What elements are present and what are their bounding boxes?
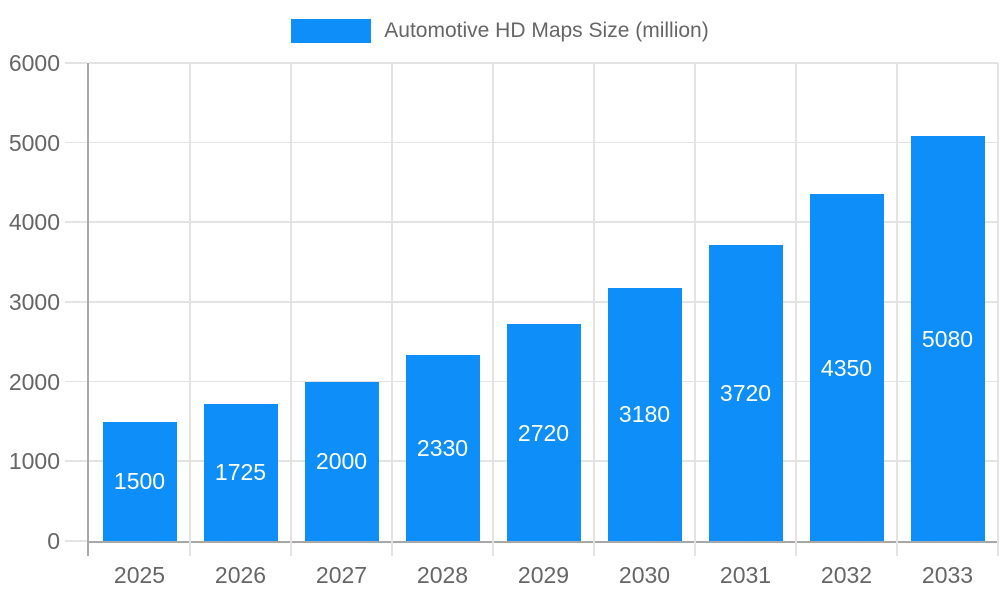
y-tick-mark <box>65 301 87 303</box>
gridline-vertical <box>795 63 797 541</box>
bar-2030[interactable] <box>607 287 682 541</box>
x-tick-mark <box>189 541 191 556</box>
bar-value-label: 4350 <box>820 354 873 381</box>
y-tick-mark <box>65 221 87 223</box>
gridline-vertical <box>391 63 393 541</box>
gridline-vertical <box>694 63 696 541</box>
bar-2025[interactable] <box>102 421 177 541</box>
x-axis-tick-label: 2026 <box>214 562 267 588</box>
x-axis-tick-label: 2025 <box>113 562 166 588</box>
x-axis-tick-label: 2028 <box>416 562 469 588</box>
y-axis-tick-label: 0 <box>47 528 60 554</box>
gridline-vertical <box>896 63 898 541</box>
y-tick-mark <box>65 380 87 383</box>
bar-2026[interactable] <box>203 403 278 541</box>
x-axis-tick-label: 2029 <box>517 562 570 588</box>
y-axis-tick-label: 5000 <box>8 129 60 156</box>
bar-value-label: 3720 <box>719 379 772 406</box>
bar-2033[interactable] <box>910 136 985 541</box>
bar-2028[interactable] <box>405 355 480 541</box>
x-axis-tick-label: 2027 <box>315 562 368 588</box>
x-tick-mark <box>795 541 797 556</box>
bar-value-label: 2000 <box>315 448 368 475</box>
y-axis-tick-label: 3000 <box>8 289 60 315</box>
x-tick-mark <box>391 541 393 556</box>
bar-2029[interactable] <box>506 324 581 541</box>
legend-swatch <box>291 19 372 43</box>
y-tick-mark <box>65 62 87 64</box>
y-axis-tick-label: 6000 <box>8 50 60 76</box>
x-axis-tick-label: 2030 <box>618 562 671 588</box>
gridline-horizontal <box>89 62 998 64</box>
gridline-horizontal <box>89 141 998 144</box>
bar-2027[interactable] <box>304 381 379 541</box>
gridline-horizontal <box>89 221 998 223</box>
legend[interactable]: Automotive HD Maps Size (million) <box>0 18 1000 44</box>
bar-2032[interactable] <box>809 194 884 541</box>
y-axis-tick-label: 1000 <box>8 448 60 475</box>
gridline-vertical <box>997 63 999 541</box>
x-tick-mark <box>896 541 898 556</box>
y-axis-tick-label: 4000 <box>8 209 60 236</box>
bar-value-label: 5080 <box>921 325 974 352</box>
bar-value-label: 3180 <box>618 401 671 428</box>
bar-value-label: 2720 <box>517 419 570 446</box>
gridline-vertical <box>492 63 494 541</box>
x-axis-tick-label: 2031 <box>719 562 772 588</box>
legend-label: Automotive HD Maps Size (million) <box>384 19 709 42</box>
gridline-horizontal <box>89 301 998 303</box>
x-axis-tick-label: 2033 <box>921 562 974 588</box>
y-tick-mark <box>65 540 87 542</box>
x-tick-mark <box>87 541 89 556</box>
x-tick-mark <box>492 541 494 556</box>
x-tick-mark <box>694 541 696 556</box>
x-tick-mark <box>997 541 999 556</box>
plot-area: 0 1000 2000 3000 4000 5000 6000 2025 2026 2027 202… <box>9 50 999 588</box>
x-axis-tick-label: 2032 <box>820 562 873 588</box>
bar-2031[interactable] <box>708 244 783 541</box>
y-tick-mark <box>65 460 87 462</box>
y-tick-mark <box>65 141 87 144</box>
x-tick-mark <box>593 541 595 556</box>
bar-value-label: 1725 <box>214 459 267 486</box>
y-axis-tick-label: 2000 <box>8 368 60 395</box>
bar-value-label: 1500 <box>113 468 166 495</box>
gridline-vertical <box>290 63 292 541</box>
gridline-vertical <box>189 63 191 541</box>
x-tick-mark <box>290 541 292 556</box>
bar-value-label: 2330 <box>416 435 469 462</box>
gridline-vertical <box>593 63 595 541</box>
